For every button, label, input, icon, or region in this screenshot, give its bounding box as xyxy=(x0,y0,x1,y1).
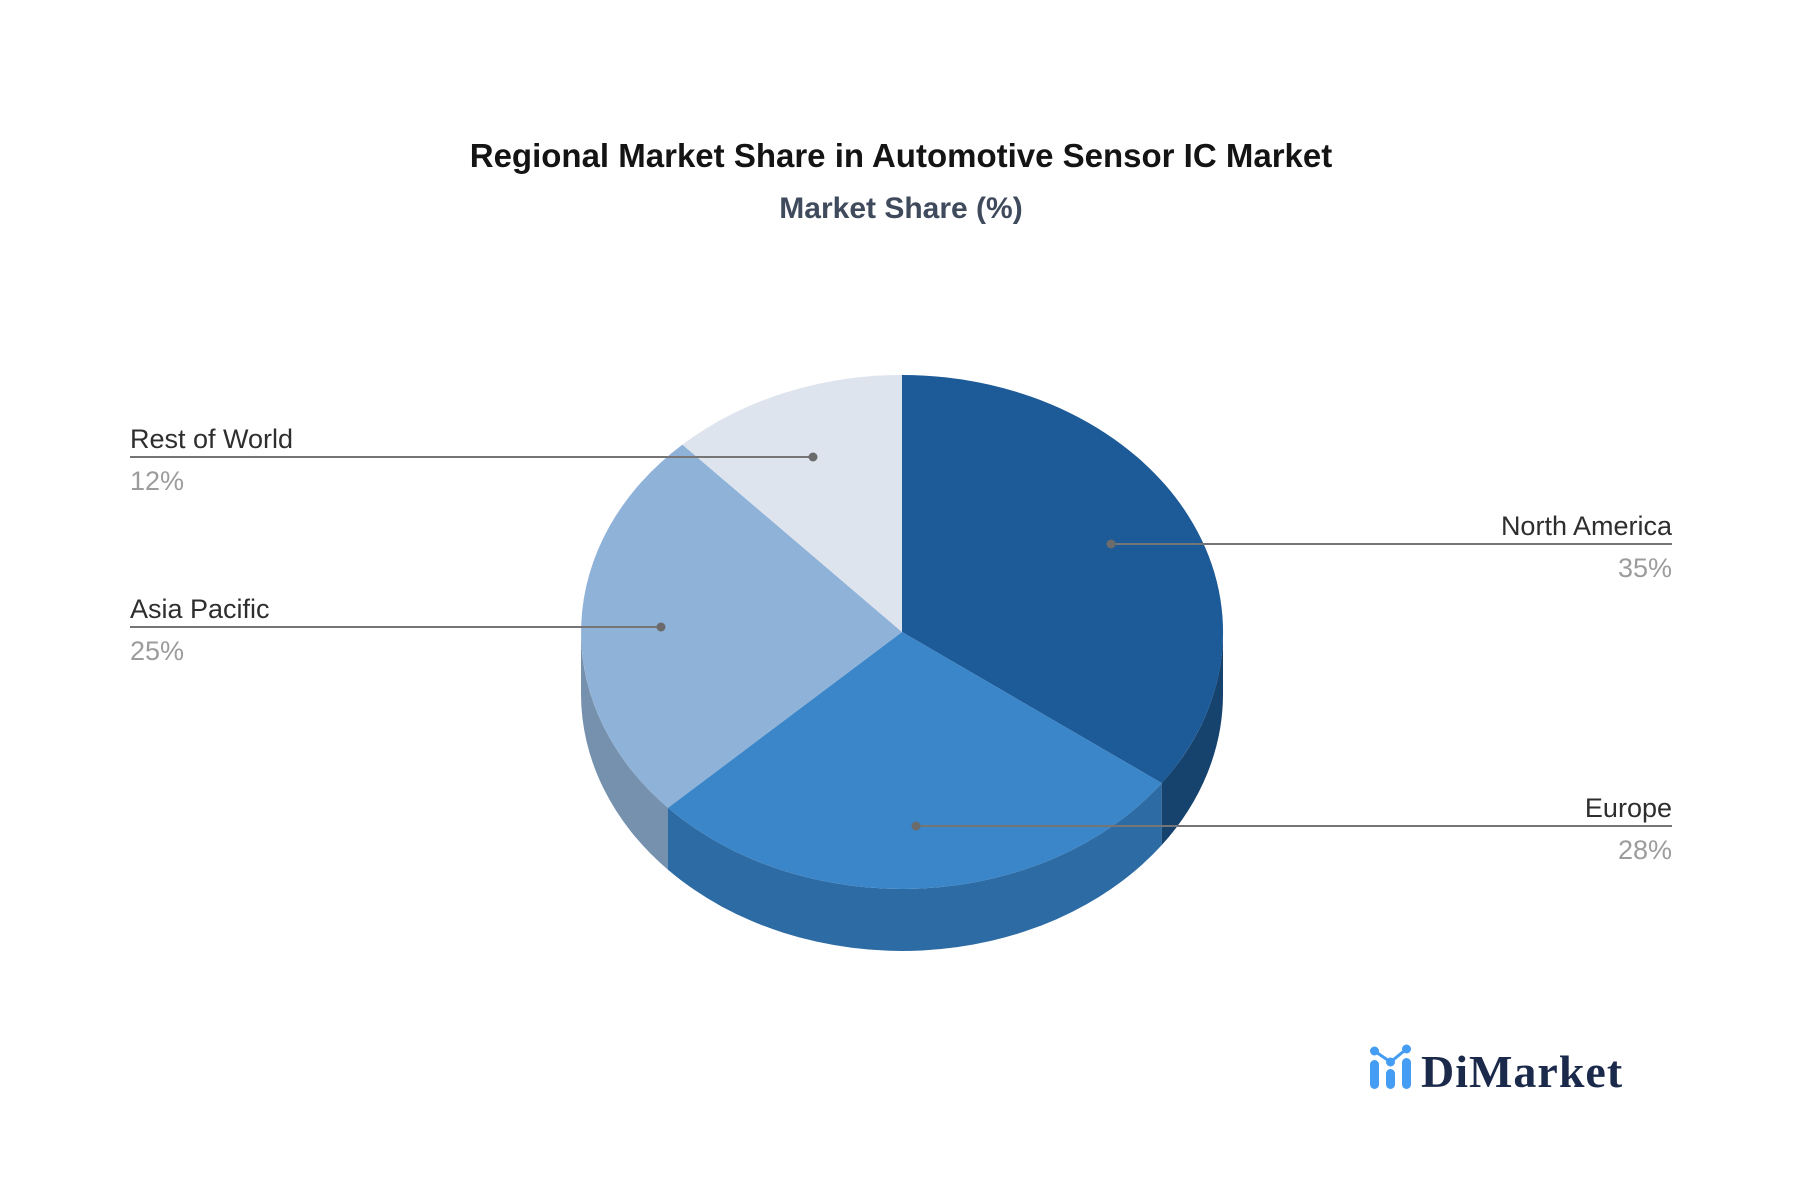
pie-side-north-america xyxy=(1161,632,1223,846)
logo-dot-1 xyxy=(1370,1046,1379,1056)
leader-dot-north-america xyxy=(1106,539,1116,549)
slice-value-asia-pacific: 25% xyxy=(130,636,184,666)
pie-side-asia-pacific xyxy=(581,632,668,870)
pie-side-europe xyxy=(668,783,1162,951)
pie-slices xyxy=(581,375,1224,889)
callout-asia-pacific: Asia Pacific 25% xyxy=(130,594,666,666)
pie-slice-asia-pacific xyxy=(581,444,902,808)
pie-slice-rest-of-world xyxy=(682,375,902,632)
pie-3d-sides xyxy=(581,632,1223,951)
pie-slice-europe xyxy=(668,632,1162,889)
logo-bar-3 xyxy=(1402,1058,1411,1089)
slice-value-europe: 28% xyxy=(1618,835,1672,865)
brand-name: DiMarket xyxy=(1421,1046,1623,1097)
logo-bar-1 xyxy=(1370,1060,1379,1089)
brand-logo: DiMarket xyxy=(1370,1044,1623,1097)
logo-dot-3 xyxy=(1402,1044,1411,1054)
callout-north-america: North America 35% xyxy=(1106,511,1673,583)
slice-value-north-america: 35% xyxy=(1618,553,1672,583)
bar-line-chart-icon xyxy=(1370,1044,1411,1089)
chart-subtitle: Market Share (%) xyxy=(779,192,1022,225)
chart-title: Regional Market Share in Automotive Sens… xyxy=(470,137,1332,174)
slice-value-rest-of-world: 12% xyxy=(130,466,184,496)
logo-dot-2 xyxy=(1386,1057,1395,1067)
slice-label-europe: Europe xyxy=(1585,793,1672,823)
slice-label-rest-of-world: Rest of World xyxy=(130,424,293,454)
leader-dot-asia-pacific xyxy=(656,622,666,632)
leader-dot-europe xyxy=(911,821,921,831)
slice-label-asia-pacific: Asia Pacific xyxy=(130,594,270,624)
callout-europe: Europe 28% xyxy=(911,793,1672,865)
logo-bar-2 xyxy=(1386,1069,1395,1089)
callout-rest-of-world: Rest of World 12% xyxy=(130,424,818,496)
slice-label-north-america: North America xyxy=(1501,511,1673,541)
leader-dot-rest-of-world xyxy=(808,452,818,462)
pie-slice-north-america xyxy=(902,375,1224,784)
